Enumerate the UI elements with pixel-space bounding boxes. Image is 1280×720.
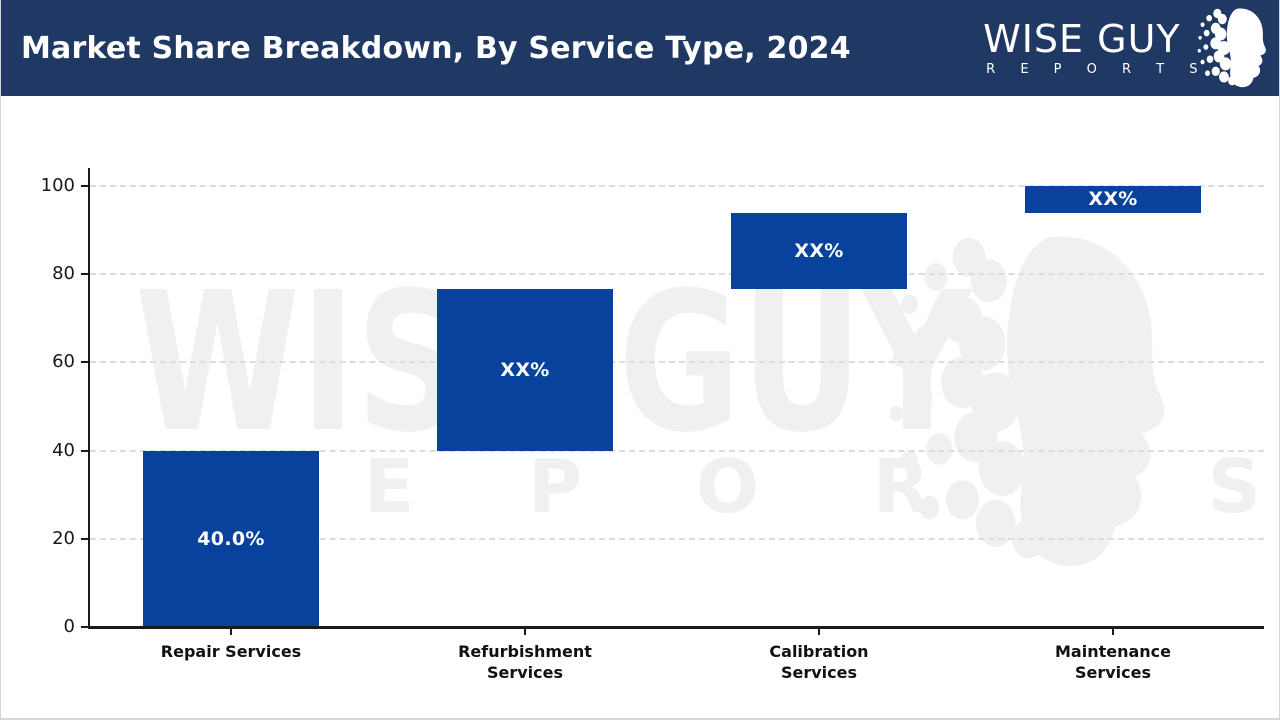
bar-maintenance-services: XX% — [1025, 186, 1201, 213]
y-tick-label: 0 — [63, 616, 75, 637]
wise-guy-logo: WISE GUY R E P O R T S — [983, 6, 1279, 90]
y-tick-40 — [81, 449, 89, 452]
y-gridline-20 — [90, 537, 1264, 540]
y-tick-0 — [81, 626, 89, 628]
y-tick-80 — [81, 273, 89, 276]
y-tick-label: 80 — [52, 263, 75, 285]
y-gridline-60 — [90, 361, 1264, 364]
y-gridline-40 — [90, 449, 1264, 452]
x-tick-refurbishment-services — [524, 628, 526, 635]
x-tick-maintenance-services — [1112, 628, 1114, 635]
y-gridline-100 — [90, 185, 1264, 187]
bar-value-label: XX% — [794, 240, 844, 263]
x-category-label-refurbishment-services: Refurbishment Services — [458, 642, 592, 683]
header-bar: Market Share Breakdown, By Service Type,… — [1, 0, 1279, 96]
y-tick-label: 40 — [52, 439, 75, 461]
y-tick-100 — [81, 185, 89, 187]
x-category-label-calibration-services: Calibration Services — [769, 642, 869, 683]
logo-subtext: R E P O R T S — [986, 61, 1208, 77]
bar-value-label: 40.0% — [197, 527, 265, 550]
bar-calibration-services: XX% — [731, 212, 907, 290]
y-axis-line — [88, 168, 90, 629]
x-category-label-maintenance-services: Maintenance Services — [1054, 642, 1171, 683]
logo-text: WISE GUY R E P O R T S — [983, 20, 1208, 77]
y-tick-label: 20 — [52, 527, 75, 549]
x-tick-calibration-services — [818, 628, 820, 635]
logo-head-icon — [1197, 8, 1266, 88]
y-gridline-80 — [90, 273, 1264, 276]
y-tick-60 — [81, 361, 89, 364]
y-tick-label: 100 — [40, 175, 75, 196]
logo-wordmark: WISE GUY — [983, 16, 1181, 61]
bar-repair-services: 40.0% — [143, 450, 319, 627]
x-tick-repair-services — [230, 628, 232, 635]
y-tick-label: 60 — [52, 351, 75, 373]
x-axis-line — [88, 626, 1264, 629]
bar-refurbishment-services: XX% — [437, 289, 613, 451]
bar-value-label: XX% — [500, 358, 550, 381]
y-tick-20 — [81, 537, 89, 540]
x-category-label-repair-services: Repair Services — [160, 642, 302, 661]
chart-title: Market Share Breakdown, By Service Type,… — [21, 30, 851, 66]
bar-value-label: XX% — [1088, 188, 1138, 211]
